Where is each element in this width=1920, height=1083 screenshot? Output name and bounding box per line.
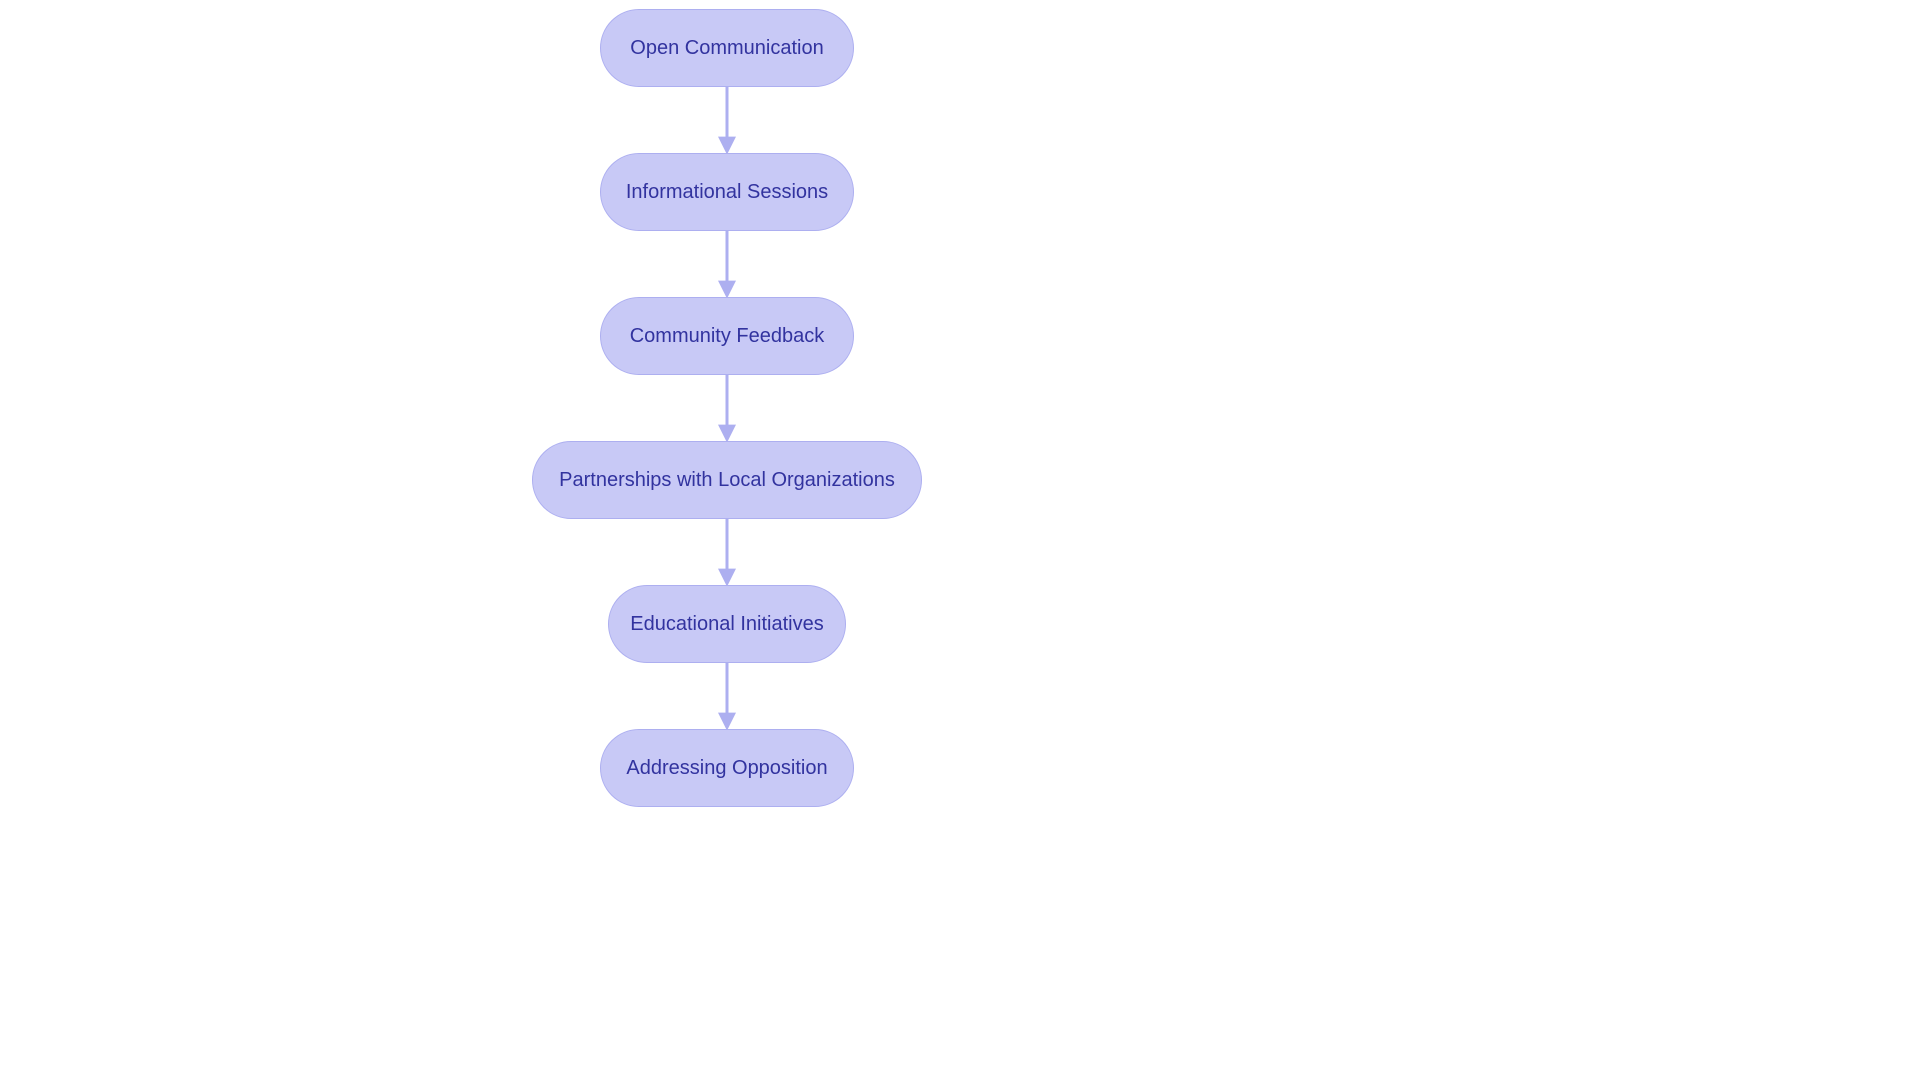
flowchart-node-label: Community Feedback — [630, 325, 825, 348]
flowchart-canvas: Open Communication Informational Sessions… — [0, 0, 1920, 1083]
flowchart-node-label: Partnerships with Local Organizations — [559, 469, 895, 492]
flowchart-node-label: Addressing Opposition — [626, 757, 827, 780]
flowchart-node: Open Communication — [600, 9, 854, 87]
edges-layer — [0, 0, 1920, 1083]
flowchart-node: Informational Sessions — [600, 153, 854, 231]
flowchart-node: Educational Initiatives — [608, 585, 846, 663]
flowchart-node-label: Educational Initiatives — [630, 613, 823, 636]
flowchart-node-label: Informational Sessions — [626, 181, 828, 204]
flowchart-node: Partnerships with Local Organizations — [532, 441, 922, 519]
flowchart-node: Addressing Opposition — [600, 729, 854, 807]
flowchart-node: Community Feedback — [600, 297, 854, 375]
flowchart-node-label: Open Communication — [630, 37, 823, 60]
